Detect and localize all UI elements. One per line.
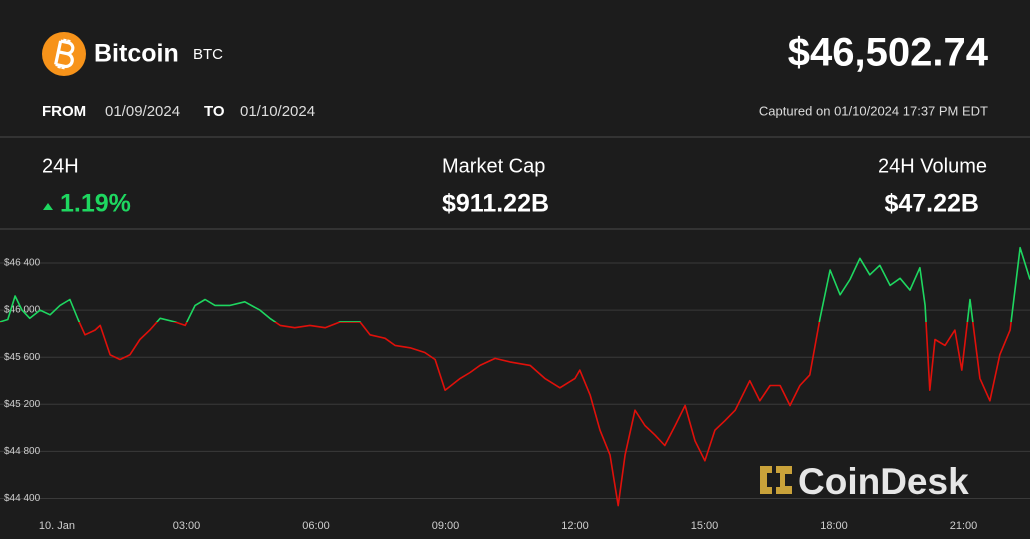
- change-value: 1.19%: [60, 190, 131, 218]
- y-tick-label: $46 400: [4, 258, 41, 269]
- x-tick-label: 03:00: [173, 520, 201, 532]
- stat-value: $47.22B: [884, 190, 979, 218]
- price-line: [0, 246, 1030, 507]
- y-tick-label: $45 200: [4, 399, 41, 410]
- watermark-logo: [760, 466, 792, 494]
- x-tick-label: 21:00: [950, 520, 978, 532]
- plot: $44 400$44 800$45 200$45 600$46 000$46 4…: [0, 246, 1030, 532]
- coin-symbol: BTC: [193, 46, 223, 63]
- bitcoin-glyph: [54, 38, 75, 70]
- watermark: CoinDesk: [760, 461, 969, 502]
- x-tick-label: 12:00: [561, 520, 589, 532]
- price: $46,502.74: [788, 31, 989, 75]
- y-tick-label: $45 600: [4, 352, 41, 363]
- from-date: 01/09/2024: [105, 103, 180, 120]
- stat-label: 24H Volume: [878, 155, 987, 177]
- x-tick-label: 10. Jan: [39, 520, 75, 532]
- captured-time: Captured on 01/10/2024 17:37 PM EDT: [759, 103, 988, 118]
- stat-label: Market Cap: [442, 155, 545, 177]
- up-arrow: [43, 203, 53, 210]
- x-tick-label: 18:00: [820, 520, 848, 532]
- coin-name: Bitcoin: [94, 40, 179, 68]
- stat-value: $911.22B: [442, 190, 549, 218]
- x-tick-label: 09:00: [432, 520, 460, 532]
- y-tick-label: $44 800: [4, 446, 41, 457]
- to-date: 01/10/2024: [240, 103, 315, 120]
- from-label: FROM: [42, 103, 86, 120]
- y-tick-label: $44 400: [4, 493, 41, 504]
- x-tick-label: 06:00: [302, 520, 330, 532]
- stat-label: 24H: [42, 155, 79, 177]
- to-label: TO: [204, 103, 225, 120]
- watermark-text: CoinDesk: [798, 461, 969, 502]
- x-tick-label: 15:00: [691, 520, 719, 532]
